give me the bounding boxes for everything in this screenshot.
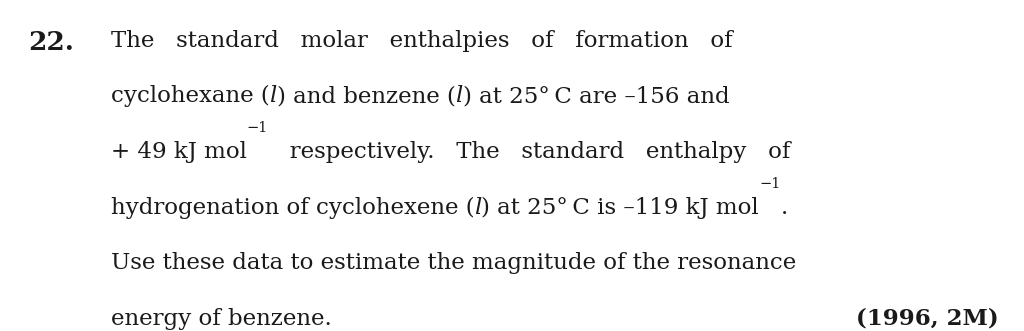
Text: 22.: 22. (29, 30, 75, 55)
Text: (1996, 2M): (1996, 2M) (856, 308, 998, 330)
Text: energy of benzene.: energy of benzene. (111, 308, 332, 330)
Text: l: l (474, 197, 481, 218)
Text: hydrogenation of cyclohexene (: hydrogenation of cyclohexene ( (111, 197, 474, 219)
Text: l: l (269, 85, 276, 107)
Text: −1: −1 (247, 121, 268, 135)
Text: −1: −1 (759, 177, 780, 191)
Text: Use these data to estimate the magnitude of the resonance: Use these data to estimate the magnitude… (111, 252, 796, 274)
Text: The   standard   molar   enthalpies   of   formation   of: The standard molar enthalpies of formati… (111, 30, 732, 52)
Text: respectively.   The   standard   enthalpy   of: respectively. The standard enthalpy of (268, 141, 791, 163)
Text: l: l (456, 85, 463, 107)
Text: cyclohexane (: cyclohexane ( (111, 85, 269, 108)
Text: + 49 kJ mol: + 49 kJ mol (111, 141, 247, 163)
Text: .: . (780, 197, 787, 218)
Text: ) at 25° C is –119 kJ mol: ) at 25° C is –119 kJ mol (481, 197, 759, 219)
Text: ) and benzene (: ) and benzene ( (276, 85, 456, 107)
Text: ) at 25° C are –156 and: ) at 25° C are –156 and (463, 85, 729, 107)
